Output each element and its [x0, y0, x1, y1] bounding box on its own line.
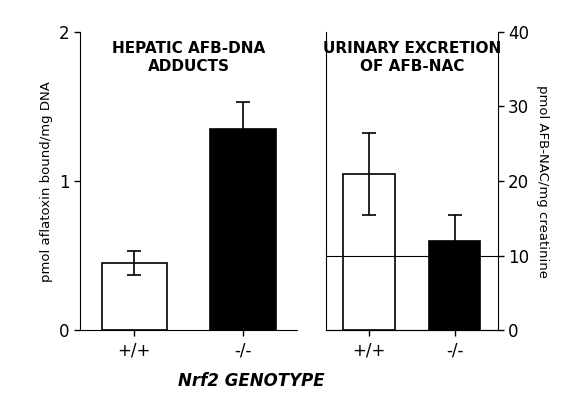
Y-axis label: pmol AFB-NAC/mg creatinine: pmol AFB-NAC/mg creatinine: [535, 85, 549, 277]
Text: Nrf2 GENOTYPE: Nrf2 GENOTYPE: [178, 372, 325, 390]
Bar: [210, 129, 276, 330]
Bar: [343, 174, 395, 330]
Bar: [429, 241, 480, 330]
Y-axis label: pmol aflatoxin bound/mg DNA: pmol aflatoxin bound/mg DNA: [41, 81, 54, 281]
Bar: [102, 263, 167, 330]
Text: HEPATIC AFB-DNA
ADDUCTS: HEPATIC AFB-DNA ADDUCTS: [112, 41, 265, 74]
Text: URINARY EXCRETION
OF AFB-NAC: URINARY EXCRETION OF AFB-NAC: [323, 41, 501, 74]
